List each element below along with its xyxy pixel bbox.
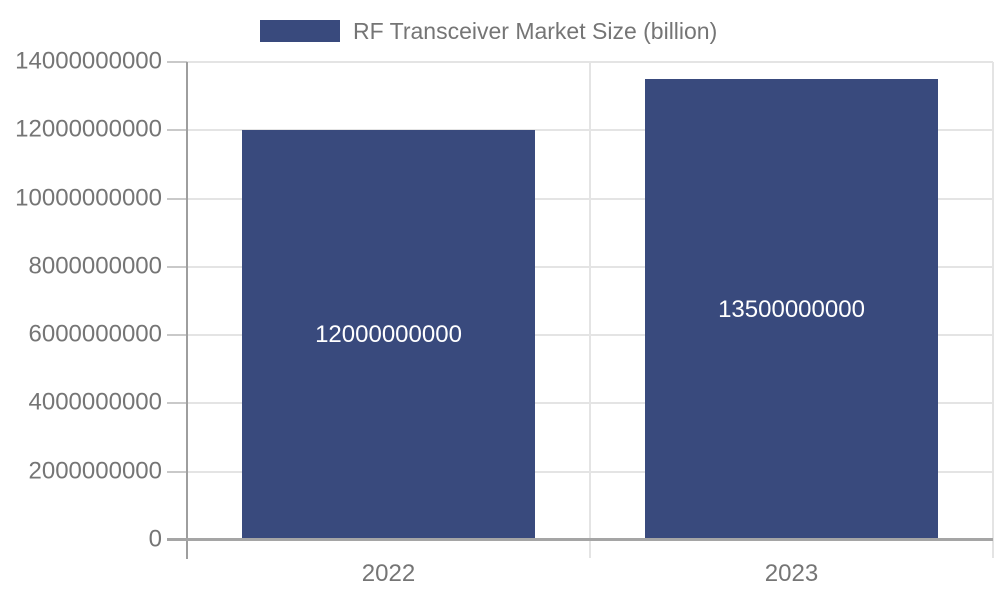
- x-axis-label: 2022: [361, 560, 416, 587]
- y-axis-label: 14000000000: [15, 47, 162, 75]
- y-axis-label: 6000000000: [28, 320, 162, 348]
- y-tick: [167, 470, 187, 473]
- bar-2022[interactable]: [242, 130, 535, 540]
- category-gridline: [589, 62, 591, 558]
- legend-item[interactable]: RF Transceiver Market Size (billion): [260, 17, 718, 44]
- y-tick: [167, 129, 187, 132]
- legend-swatch: [260, 20, 340, 42]
- y-axis-label: 4000000000: [28, 388, 162, 416]
- y-axis-label: 12000000000: [15, 115, 162, 143]
- x-axis-line: [167, 538, 993, 541]
- legend-label: RF Transceiver Market Size (billion): [353, 17, 718, 44]
- category-gridline: [992, 62, 994, 558]
- y-axis-label: 2000000000: [28, 457, 162, 485]
- bar-value-label: 12000000000: [315, 321, 462, 349]
- y-axis-label: 10000000000: [15, 184, 162, 212]
- y-tick: [167, 61, 187, 63]
- y-axis-label: 0: [148, 525, 162, 553]
- x-axis-label: 2023: [764, 560, 819, 587]
- y-tick: [167, 197, 187, 200]
- y-tick: [167, 334, 187, 337]
- bar-2023[interactable]: [645, 79, 938, 540]
- y-tick: [167, 402, 187, 405]
- y-axis-line: [186, 62, 188, 559]
- y-axis-label: 8000000000: [28, 252, 162, 280]
- y-tick: [167, 265, 187, 268]
- bar-value-label: 13500000000: [718, 295, 865, 323]
